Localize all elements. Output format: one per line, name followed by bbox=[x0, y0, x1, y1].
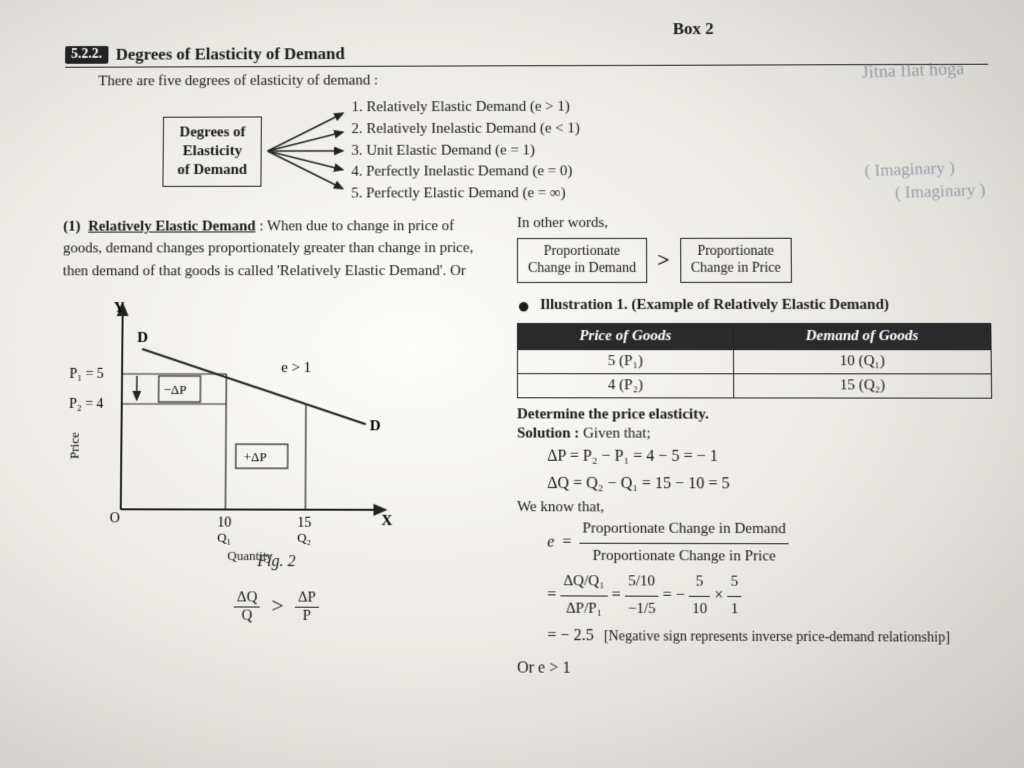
deg-box-l1: Degrees of bbox=[178, 124, 248, 143]
or-e-gt-1: Or e > 1 bbox=[517, 660, 996, 680]
intro-text: There are five degrees of elasticity of … bbox=[98, 71, 988, 91]
prop-l2: Change in Demand bbox=[528, 260, 636, 278]
handwriting-note: Jitna flat hoga bbox=[861, 58, 964, 83]
solution-label: Solution : bbox=[517, 425, 583, 441]
e-label: e > 1 bbox=[281, 360, 311, 376]
illus-label: Illustration 1. (Example of Relatively E… bbox=[540, 297, 889, 313]
price-axis-label: Price bbox=[67, 432, 81, 459]
th-demand: Demand of Goods bbox=[733, 323, 991, 349]
e-chain: = ΔQ/Q₁ΔP/P₁ = 5/10−1/5 = − 510 × 51 bbox=[547, 569, 995, 623]
cell: 10 (Q₁) bbox=[734, 349, 992, 373]
y-axis-label: Y bbox=[114, 300, 125, 316]
greater-than-icon: > bbox=[657, 247, 670, 273]
eq-dq: ΔQ = Q₂ − Q₁ = 15 − 10 = 5 bbox=[547, 470, 993, 498]
degrees-box: Degrees of Elasticity of Demand bbox=[162, 117, 262, 187]
dp-label: −ΔP bbox=[164, 383, 187, 397]
q2-sym: Q₂ bbox=[297, 531, 311, 545]
eq-dp: ΔP = P₂ − P₁ = 4 − 5 = − 1 bbox=[547, 442, 993, 470]
box-label: Box 2 bbox=[401, 18, 988, 40]
price-demand-table: Price of Goods Demand of Goods 5 (P₁) 10… bbox=[517, 323, 992, 399]
we-know: We know that, bbox=[517, 499, 994, 517]
d-label-end: D bbox=[370, 418, 381, 434]
e-d: Proportionate Change in Price bbox=[580, 543, 790, 569]
q2-val: 15 bbox=[297, 516, 311, 531]
right-column: In other words, Proportionate Change in … bbox=[517, 214, 996, 680]
c4n: 5 bbox=[727, 570, 741, 597]
q1-val: 10 bbox=[217, 516, 231, 531]
prop-r2: Change in Price bbox=[691, 260, 781, 278]
two-column: (1) Relatively Elastic Demand : When due… bbox=[58, 214, 995, 680]
th-price: Price of Goods bbox=[517, 323, 733, 349]
origin-label: O bbox=[110, 511, 120, 526]
dp-plus-label: +ΔP bbox=[244, 450, 267, 464]
fan-arrows-icon bbox=[262, 102, 352, 201]
result-val: = − 2.5 bbox=[547, 627, 594, 644]
ineq-rd: P bbox=[295, 608, 319, 625]
left-column: (1) Relatively Elastic Demand : When due… bbox=[58, 215, 495, 678]
solution-line: Solution : Given that; bbox=[517, 425, 993, 443]
demand-curve-graph: Y X O D D P₁ = 5 P₂ = 4 −ΔP +ΔP e > 1 10… bbox=[66, 294, 397, 545]
determine-text: Determine the price elasticity. bbox=[517, 406, 993, 424]
x-axis-label: X bbox=[381, 513, 392, 529]
inequality: ΔQQ > ΔPP bbox=[59, 589, 495, 626]
prop-box-left: Proportionate Change in Demand bbox=[517, 238, 647, 283]
handwriting-note: ( Imaginary ) bbox=[864, 158, 955, 181]
result-line: = − 2.5 [Negative sign represents invers… bbox=[547, 622, 995, 651]
para-number: (1) bbox=[63, 218, 80, 234]
q1-sym: Q₁ bbox=[217, 531, 231, 545]
deg-box-l2: Elasticity bbox=[177, 142, 247, 161]
deg-item: 5. Perfectly Elastic Demand (e = ∞) bbox=[351, 183, 580, 205]
illustration-heading: ● Illustration 1. (Example of Relatively… bbox=[517, 293, 991, 319]
given-text: Given that; bbox=[583, 425, 651, 441]
cell: 15 (Q₂) bbox=[734, 374, 992, 398]
cell: 4 (P₂) bbox=[517, 373, 733, 397]
section-number: 5.2.2. bbox=[65, 46, 108, 64]
deg-box-l3: of Demand bbox=[177, 161, 247, 180]
handwriting-note: ( Imaginary ) bbox=[895, 180, 986, 203]
c2d: −1/5 bbox=[625, 596, 659, 622]
deg-item: 3. Unit Elastic Demand (e = 1) bbox=[351, 140, 580, 162]
page: Box 2 5.2.2. Degrees of Elasticity of De… bbox=[0, 0, 1024, 711]
table-row: 4 (P₂) 15 (Q₂) bbox=[517, 373, 991, 398]
p1-label: P₁ = 5 bbox=[69, 367, 103, 382]
deg-item: 2. Relatively Inelastic Demand (e < 1) bbox=[351, 118, 580, 140]
ineq-ln: ΔQ bbox=[234, 590, 261, 608]
in-other-words: In other words, bbox=[517, 214, 990, 232]
deg-item: 1. Relatively Elastic Demand (e > 1) bbox=[351, 97, 579, 119]
section-header: 5.2.2. Degrees of Elasticity of Demand bbox=[65, 42, 988, 68]
deg-item: 4. Perfectly Inelastic Demand (e = 0) bbox=[351, 162, 580, 184]
c1d: ΔP/P₁ bbox=[560, 596, 607, 622]
section-title: Degrees of Elasticity of Demand bbox=[116, 44, 345, 64]
c3d: 10 bbox=[689, 596, 710, 622]
p2-label: P₂ = 4 bbox=[69, 397, 103, 412]
prop-l1: Proportionate bbox=[528, 243, 636, 261]
e-n: Proportionate Change in Demand bbox=[579, 517, 788, 544]
degrees-diagram: Degrees of Elasticity of Demand 1. Relat… bbox=[162, 96, 990, 206]
c3n: 5 bbox=[689, 570, 710, 597]
c1n: ΔQ/Q₁ bbox=[560, 569, 607, 596]
prop-box-right: Proportionate Change in Price bbox=[680, 238, 792, 283]
para-lead: Relatively Elastic Demand bbox=[88, 218, 256, 234]
ineq-ld: Q bbox=[234, 608, 261, 625]
c2n: 5/10 bbox=[625, 569, 659, 596]
ineq-rn: ΔP bbox=[295, 590, 319, 608]
cell: 5 (P₁) bbox=[517, 349, 733, 373]
bullet-icon: ● bbox=[517, 293, 530, 318]
d-label-top: D bbox=[137, 330, 148, 346]
table-row: 5 (P₁) 10 (Q₁) bbox=[517, 349, 991, 373]
quantity-axis-label: Quantity bbox=[105, 548, 395, 565]
proportion-compare: Proportionate Change in Demand > Proport… bbox=[517, 237, 991, 282]
e-formula: e = Proportionate Change in Demand Propo… bbox=[547, 516, 994, 570]
result-note: [Negative sign represents inverse price-… bbox=[604, 629, 950, 646]
para-relatively-elastic: (1) Relatively Elastic Demand : When due… bbox=[63, 215, 495, 283]
degrees-list: 1. Relatively Elastic Demand (e > 1) 2. … bbox=[351, 97, 580, 205]
c4d: 1 bbox=[728, 597, 742, 623]
prop-r1: Proportionate bbox=[691, 243, 781, 261]
